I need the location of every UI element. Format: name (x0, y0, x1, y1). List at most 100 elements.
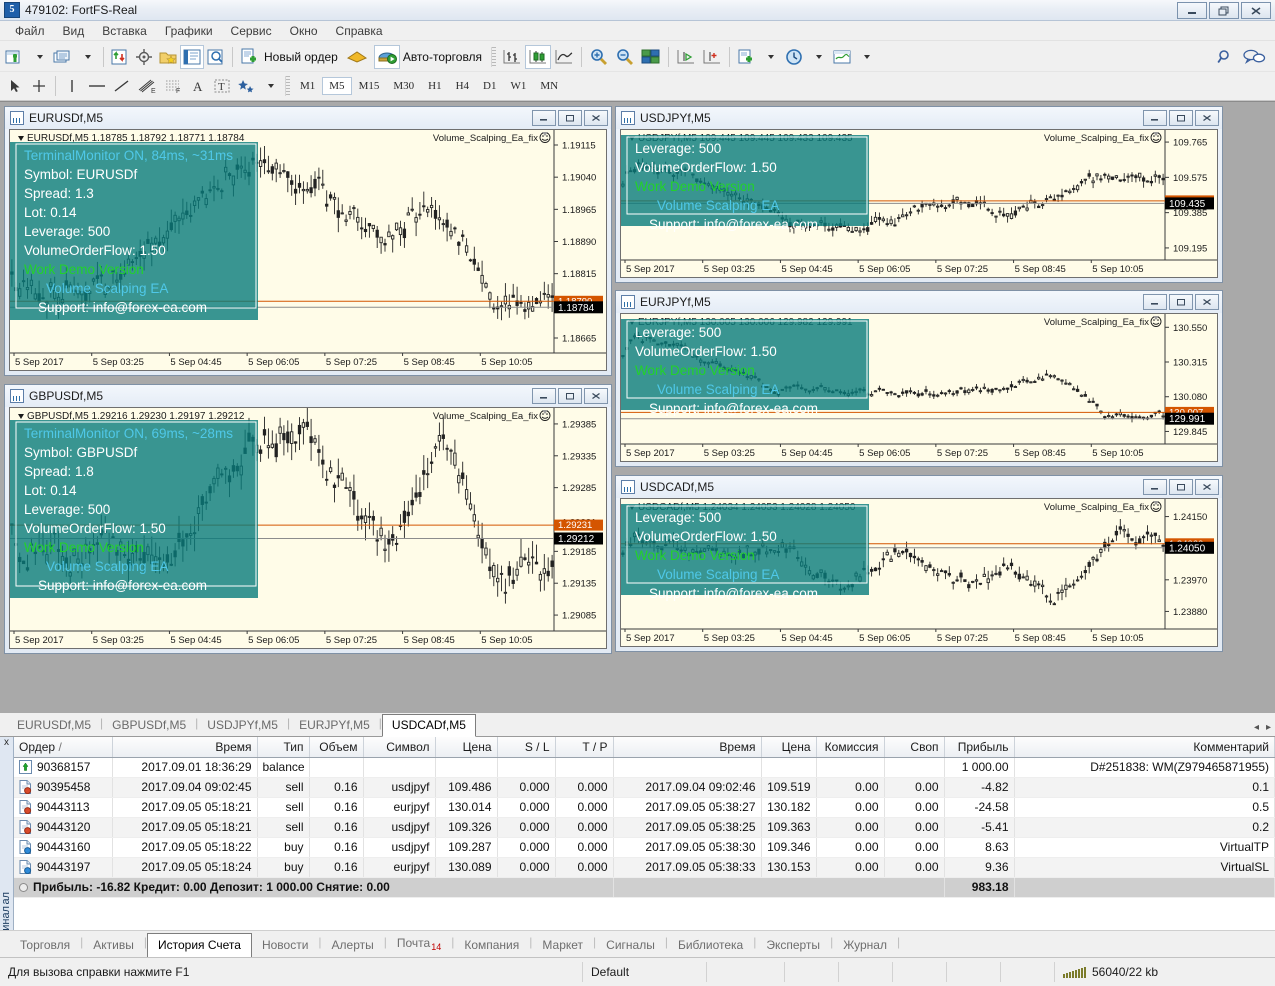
text-icon[interactable]: A (186, 74, 210, 98)
text-label-icon[interactable]: T (210, 74, 234, 98)
timeframe-mn[interactable]: MN (540, 80, 559, 92)
templates-dropdown[interactable] (854, 45, 878, 69)
chat-icon[interactable] (1239, 45, 1269, 69)
tab-company[interactable]: Компания (464, 938, 520, 952)
column-swap[interactable]: Своп (884, 737, 945, 758)
menu-view[interactable]: Вид (62, 23, 85, 38)
column-open-time[interactable]: Время (112, 737, 258, 758)
tab-mailbox[interactable]: Почта14 (396, 936, 442, 952)
column-commission[interactable]: Комиссия (816, 737, 885, 758)
chart-tab-usdjpy[interactable]: USDJPYf,M5 (207, 718, 278, 732)
equidistant-channel-icon[interactable]: E (134, 74, 160, 98)
chart-window-gbpusd[interactable]: GBPUSDf,M5 1.293851.293351.292851.292311… (4, 384, 612, 654)
column-close-price[interactable]: Цена (761, 737, 817, 758)
column-order[interactable]: Ордер / (14, 737, 113, 758)
tab-market[interactable]: Маркет (542, 938, 584, 952)
tab-alerts[interactable]: Алерты (331, 938, 374, 952)
chart-close-button[interactable] (584, 388, 608, 404)
new-chart-icon[interactable] (3, 45, 27, 69)
period-dropdown[interactable] (806, 45, 830, 69)
vertical-line-icon[interactable] (60, 74, 84, 98)
tile-windows-icon[interactable] (638, 45, 664, 69)
menu-charts[interactable]: Графики (164, 23, 213, 38)
column-sl[interactable]: S / L (497, 737, 556, 758)
chart-canvas[interactable]: 130.550130.315130.080129.845130.007129.9… (620, 313, 1218, 462)
timeframe-m30[interactable]: M30 (393, 80, 415, 92)
menu-help[interactable]: Справка (335, 23, 383, 38)
chart-canvas[interactable]: 1.19115 1.19040 1.18965 1.18890 1.18815 1.187… (9, 129, 607, 371)
chart-minimize-button[interactable] (1143, 110, 1167, 126)
autotrading-label[interactable]: Авто-торговля (402, 49, 483, 64)
chart-close-button[interactable] (1195, 479, 1219, 495)
chart-tab-usdcad[interactable]: USDCADf,M5 (381, 714, 476, 737)
indicators-dropdown[interactable] (758, 45, 782, 69)
chart-window-eurjpy[interactable]: EURJPYf,M5 130.550 130.315 130.080 129.845 1… (615, 290, 1223, 467)
market-watch-icon[interactable] (108, 45, 132, 69)
crosshair-icon[interactable] (27, 74, 51, 98)
column-open-price[interactable]: Цена (435, 737, 498, 758)
chart-close-button[interactable] (1195, 294, 1219, 310)
templates-icon[interactable] (830, 45, 854, 69)
chart-tab-eurjpy[interactable]: EURJPYf,M5 (299, 718, 370, 732)
trendline-icon[interactable] (110, 74, 134, 98)
chart-maximize-button[interactable] (558, 110, 582, 126)
shapes-dropdown[interactable] (258, 74, 282, 98)
table-row[interactable]: 90395458 2017.09.04 09:02:45 sell 0.16 usdjp… (14, 777, 1275, 798)
tab-news[interactable]: Новости (261, 938, 309, 952)
menu-tools[interactable]: Сервис (230, 23, 272, 38)
status-connection[interactable]: 56040/22 kb (1054, 962, 1275, 982)
minimize-button[interactable] (1177, 2, 1207, 19)
metaeditor-icon[interactable] (344, 45, 370, 69)
table-row[interactable]: 90368157 2017.09.01 18:36:29 balance 1 000.… (14, 757, 1275, 778)
auto-scroll-icon[interactable] (699, 45, 725, 69)
chart-canvas[interactable]: 109.765109.575109.385109.195109.435109.4… (620, 129, 1218, 278)
tab-account-history[interactable]: История Счета (146, 933, 252, 958)
column-close-time[interactable]: Время (613, 737, 762, 758)
timeframe-h4[interactable]: H4 (455, 80, 470, 92)
column-tp[interactable]: T / P (555, 737, 614, 758)
new-chart-dropdown[interactable] (27, 45, 51, 69)
table-row[interactable]: 90443160 2017.09.05 05:18:22 buy 0.16 usdjpy… (14, 837, 1275, 858)
terminal-icon[interactable] (180, 44, 204, 69)
profiles-dropdown[interactable] (75, 45, 99, 69)
chart-tab-eurusd[interactable]: EURUSDf,M5 (17, 718, 92, 732)
column-comment[interactable]: Комментарий (1014, 737, 1275, 758)
chart-maximize-button[interactable] (558, 388, 582, 404)
terminal-close-icon[interactable]: x (4, 737, 9, 748)
cursor-icon[interactable] (3, 74, 27, 98)
tab-exposure[interactable]: Активы (93, 938, 134, 952)
chart-tab-gbpusd[interactable]: GBPUSDf,M5 (112, 718, 187, 732)
tab-journal[interactable]: Журнал (843, 938, 887, 952)
tab-experts[interactable]: Эксперты (766, 938, 821, 952)
chart-window-eurusd[interactable]: EURUSDf,M5 1.19115 1.19040 1.18965 1.18890 1… (4, 106, 612, 376)
search-icon[interactable] (1213, 45, 1239, 69)
chart-minimize-button[interactable] (1143, 479, 1167, 495)
tabs-scroll-right-icon[interactable]: ▸ (1265, 722, 1271, 733)
indicators-icon[interactable] (734, 45, 758, 69)
new-order-icon[interactable] (237, 45, 261, 69)
favorites-folder-icon[interactable] (156, 45, 180, 69)
column-volume[interactable]: Объем (309, 737, 364, 758)
chart-maximize-button[interactable] (1169, 294, 1193, 310)
tab-signals[interactable]: Сигналы (606, 938, 655, 952)
table-row[interactable]: 90443113 2017.09.05 05:18:21 sell 0.16 eurjp… (14, 797, 1275, 818)
timeframe-m5[interactable]: M5 (322, 77, 352, 95)
table-row[interactable]: 90443197 2017.09.05 05:18:24 buy 0.16 eurjpy… (14, 857, 1275, 878)
chart-close-button[interactable] (584, 110, 608, 126)
profiles-icon[interactable] (51, 45, 75, 69)
chart-minimize-button[interactable] (532, 110, 556, 126)
restore-button[interactable] (1209, 2, 1239, 19)
timeframe-w1[interactable]: W1 (510, 80, 527, 92)
column-profit[interactable]: Прибыль (944, 737, 1015, 758)
menu-insert[interactable]: Вставка (102, 23, 147, 38)
bar-chart-icon[interactable] (499, 45, 525, 69)
zoom-out-icon[interactable] (612, 45, 638, 69)
timeframe-h1[interactable]: H1 (428, 80, 442, 92)
autotrading-icon[interactable] (373, 44, 400, 69)
candlestick-chart-icon[interactable] (525, 44, 552, 69)
tab-library[interactable]: Библиотека (677, 938, 744, 952)
zoom-in-icon[interactable] (586, 45, 612, 69)
chart-minimize-button[interactable] (532, 388, 556, 404)
chart-minimize-button[interactable] (1143, 294, 1167, 310)
table-row[interactable]: 90443120 2017.09.05 05:18:21 sell 0.16 usdjp… (14, 817, 1275, 838)
